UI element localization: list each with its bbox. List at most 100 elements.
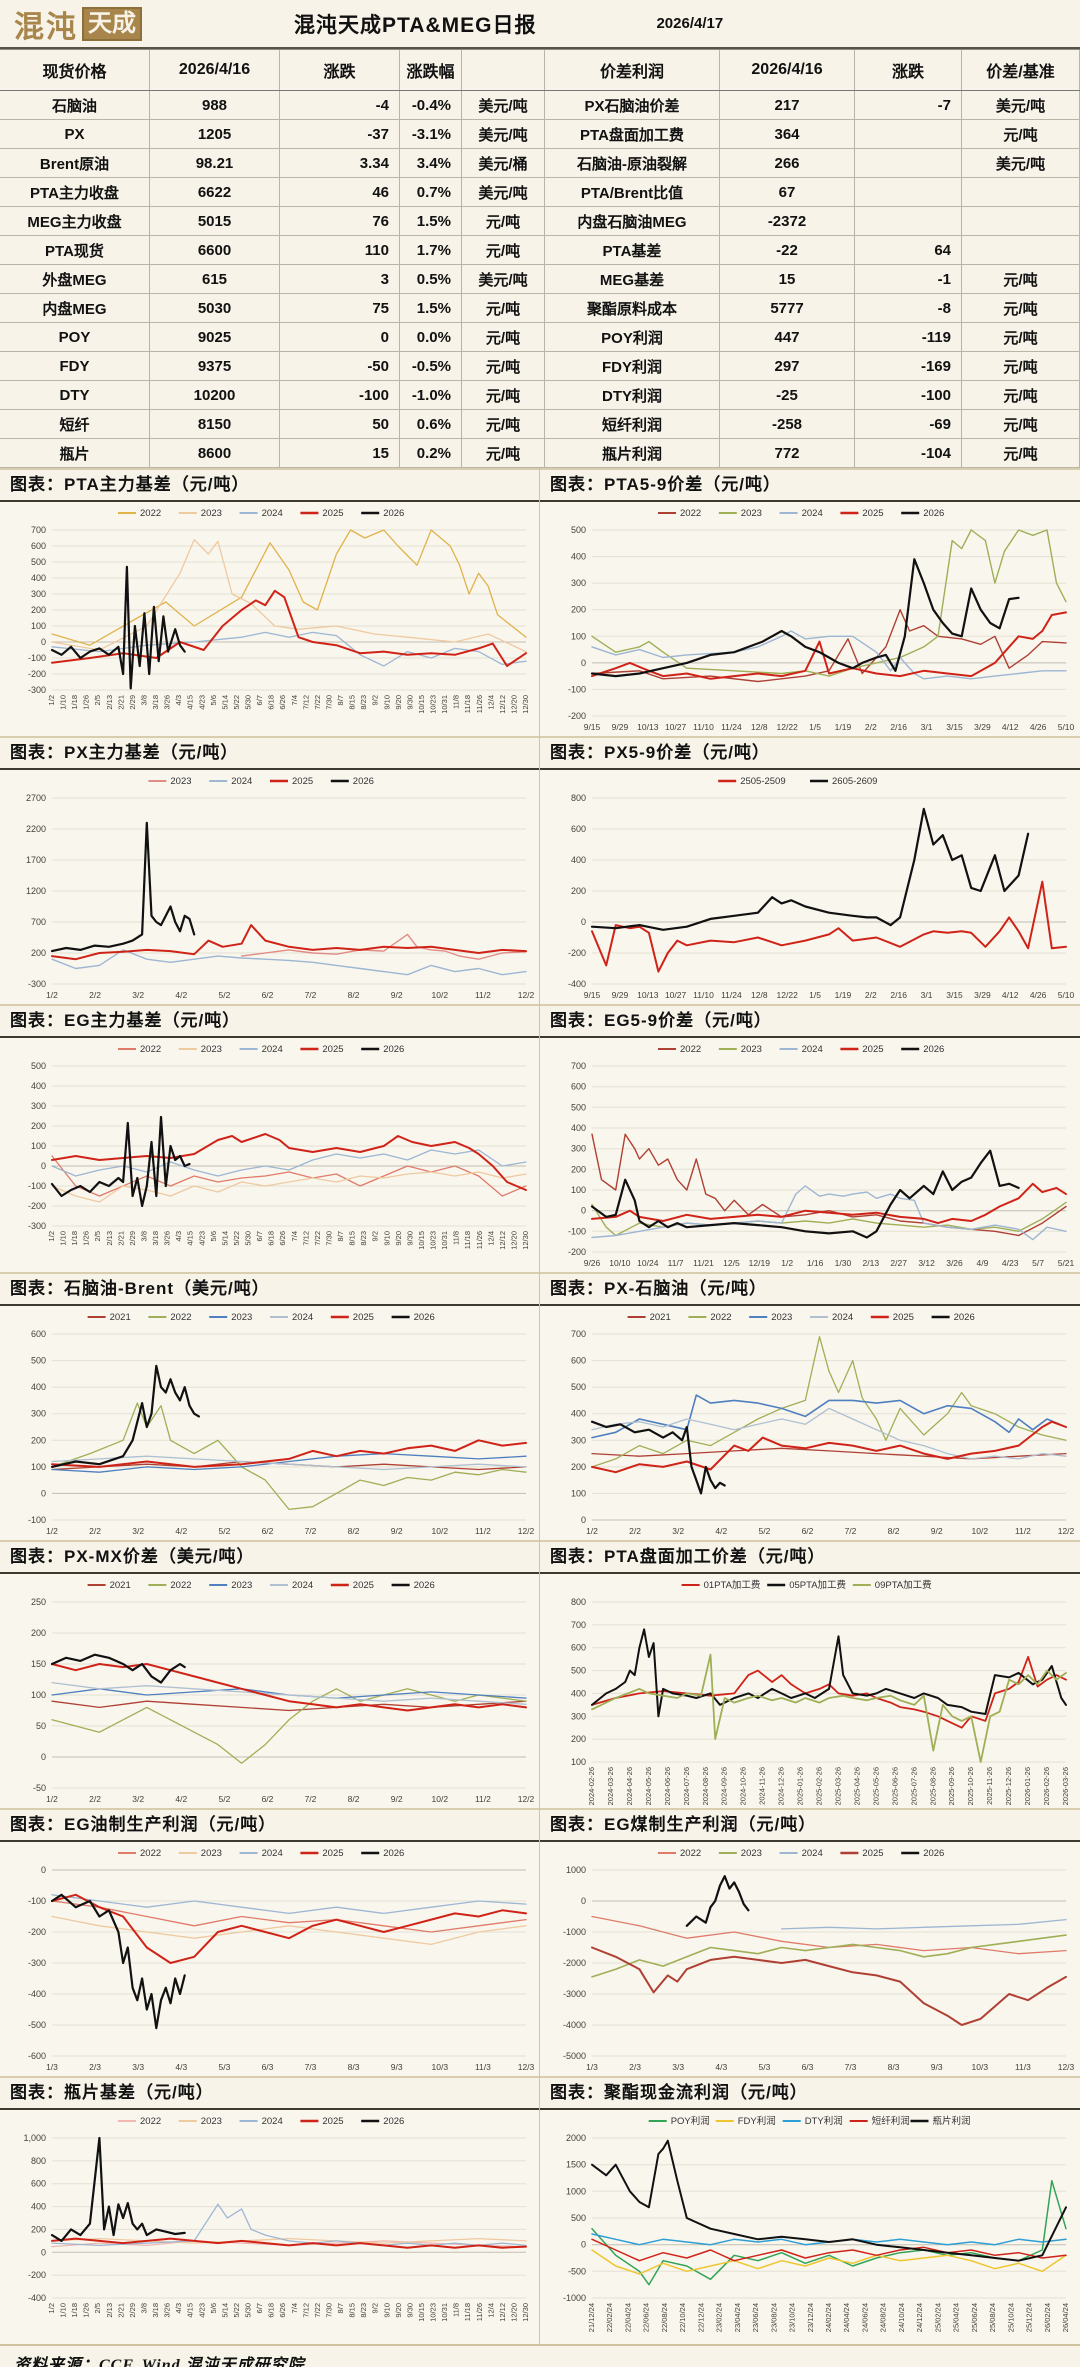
chart-area-bottle-basis: 1,000 800 600 400 200 0 -200 -400 1/2 1/10 1/18 1/2…	[0, 2110, 539, 2346]
y-tick-label: 500	[571, 1382, 586, 1392]
y-tick-label: -50	[33, 1783, 46, 1793]
y-tick-label: 100	[31, 1141, 46, 1151]
x-tick-label: 3/26	[163, 695, 172, 710]
x-tick-label: 7/4	[290, 1231, 299, 1241]
series-line-2023	[51, 1688, 527, 1699]
x-tick-label: 3/8	[140, 2303, 149, 2313]
x-tick-label: 12/12	[498, 2303, 507, 2322]
table-cell: 8600	[150, 439, 280, 467]
table-cell: POY	[0, 323, 150, 351]
y-tick-label: -400	[568, 979, 586, 989]
x-tick-label: 1/2	[781, 1258, 793, 1268]
x-tick-label: 2025-12-26	[1004, 1767, 1013, 1805]
x-tick-label: 12/12	[498, 1231, 507, 1250]
table-cell: DTY利润	[545, 381, 720, 409]
series-line-2023	[591, 1201, 1067, 1237]
series-line-2025	[591, 611, 1067, 680]
table-cell: 0.2%	[400, 439, 462, 467]
x-tick-label: 11/3	[1015, 2062, 1031, 2072]
table-cell: 10200	[150, 381, 280, 409]
legend-label-FDY利润: FDY利润	[738, 2115, 776, 2127]
x-tick-label: 2/29	[128, 695, 137, 710]
x-tick-label: 23/04/24	[733, 2303, 742, 2332]
series-line-2026	[50, 1653, 186, 1684]
x-tick-label: 10/2	[972, 1526, 989, 1536]
x-tick-label: 2026-02-26	[1042, 1767, 1051, 1805]
table-cell: 元/吨	[462, 352, 545, 380]
y-tick-label: 1000	[566, 2186, 586, 2196]
y-tick-label: 400	[31, 1081, 46, 1091]
legend-label-2023: 2023	[231, 1312, 252, 1323]
table-cell: 元/吨	[462, 294, 545, 322]
series-line-01PTA加工费	[591, 1656, 1067, 1729]
table-cell: 0.7%	[400, 178, 462, 206]
x-tick-label: 9/2	[371, 2303, 380, 2313]
y-tick-label: 200	[571, 886, 586, 896]
x-tick-label: 2/16	[890, 990, 907, 1000]
y-tick-label: 0	[581, 1896, 586, 1906]
company-logo: 混沌 天成	[14, 2, 174, 46]
table-cell: 元/吨	[962, 265, 1080, 293]
y-tick-label: 600	[571, 1643, 586, 1653]
x-tick-label: 4/2	[175, 990, 187, 1000]
table-cell: 1205	[150, 120, 280, 148]
chart-area-pta-basis: 700 600 500 400 300 200 100 0 -100 -200 -300 1/2 1/1…	[0, 502, 539, 738]
legend-label-DTY利润: DTY利润	[805, 2115, 843, 2127]
x-tick-label: 11/18	[463, 695, 472, 713]
y-tick-label: 600	[571, 824, 586, 834]
legend-label-2024: 2024	[262, 1848, 283, 1859]
x-tick-label: 8/2	[348, 1794, 360, 1804]
y-tick-label: -200	[28, 1201, 46, 1211]
x-tick-label: 11/26	[475, 695, 484, 713]
legend-label-2026: 2026	[383, 508, 404, 519]
legend-label-2024: 2024	[292, 1312, 313, 1323]
x-tick-label: 5/21	[1058, 1258, 1075, 1268]
x-tick-label: 6/3	[802, 2062, 814, 2072]
x-tick-label: 5/14	[220, 695, 229, 710]
x-tick-label: 9/2	[391, 990, 403, 1000]
chart-area-px-naphtha: 700 600 500 400 300 200 100 0 1/2 2/2 3/2 4/2 5/2 6/2…	[540, 1306, 1080, 1542]
series-line-2025	[51, 589, 527, 667]
x-tick-label: 1/2	[47, 1231, 56, 1241]
legend-label-2025: 2025	[862, 1044, 883, 1055]
legend-label-短纤利润: 短纤利润	[872, 2115, 910, 2127]
x-tick-label: 12/30	[521, 1231, 530, 1250]
x-tick-label: 6/2	[802, 1526, 814, 1536]
x-tick-label: 11/18	[463, 2303, 472, 2321]
y-tick-label: 600	[31, 541, 46, 551]
table-cell: 217	[720, 91, 855, 119]
table-cell: FDY利润	[545, 352, 720, 380]
table-cell: 元/吨	[962, 410, 1080, 438]
y-tick-label: 400	[571, 1409, 586, 1419]
series-line-2023	[591, 529, 1067, 677]
x-tick-label: 1/18	[70, 695, 79, 710]
x-tick-label: 8/2	[348, 990, 360, 1000]
x-tick-label: 1/2	[586, 1526, 598, 1536]
y-tick-label: 700	[31, 917, 46, 927]
legend-label-2022: 2022	[680, 1044, 701, 1055]
table-cell: -104	[855, 439, 962, 467]
x-tick-label: 3/8	[140, 1231, 149, 1241]
table-cell: -69	[855, 410, 962, 438]
x-tick-label: 10/31	[440, 695, 449, 714]
x-tick-label: 25/10/24	[1006, 2303, 1015, 2332]
legend-label-2024: 2024	[262, 508, 283, 519]
table-cell: 美元/吨	[962, 149, 1080, 177]
y-tick-label: 300	[31, 1409, 46, 1419]
y-tick-label: 100	[31, 621, 46, 631]
x-tick-label: 5/6	[209, 2303, 218, 2313]
y-tick-label: 400	[31, 1382, 46, 1392]
x-tick-label: 10/23	[429, 2303, 438, 2322]
table-cell: 瓶片利润	[545, 439, 720, 467]
chart-block-pta-59: 图表：PTA5-9价差（元/吨） 500 400 300 200 100 0 -100 -200…	[540, 468, 1080, 736]
x-tick-label: 8/15	[348, 2303, 357, 2318]
series-line-05PTA加工费	[591, 1628, 1067, 1718]
y-tick-label: -3000	[563, 1989, 586, 1999]
x-tick-label: 8/7	[336, 1231, 345, 1241]
x-tick-label: 2/21	[116, 695, 125, 710]
legend-label-2024: 2024	[231, 776, 252, 787]
y-tick-label: 200	[571, 1164, 586, 1174]
